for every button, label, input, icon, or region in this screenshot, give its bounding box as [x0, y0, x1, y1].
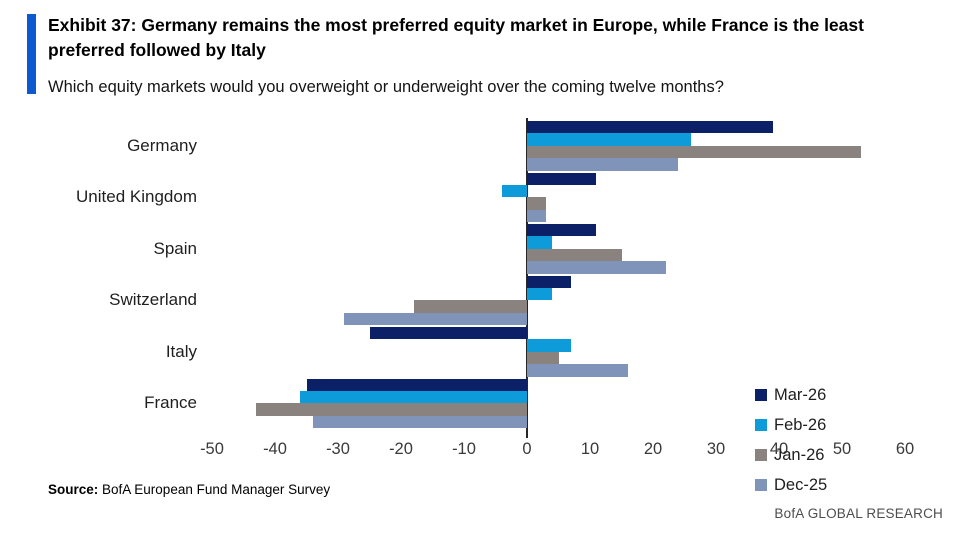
source-note: Source: BofA European Fund Manager Surve… [48, 482, 330, 497]
x-tick-label: 50 [832, 440, 852, 458]
bar-Mar-26-italy [369, 327, 527, 340]
x-tick-label: -30 [326, 440, 350, 458]
bar-Feb-26-spain [527, 236, 553, 249]
category-label: Italy [165, 341, 197, 361]
bar-Dec-25-france [312, 415, 527, 429]
x-tick-label: 60 [895, 440, 915, 458]
bar-Feb-26-germany [527, 133, 691, 146]
exhibit-subtitle: Which equity markets would you overweigh… [48, 78, 724, 96]
legend-label: Jan-26 [774, 445, 825, 464]
x-tick-label: 40 [769, 440, 789, 458]
bar-Feb-26-united-kingdom [501, 184, 527, 198]
bar-Mar-26-germany [527, 121, 773, 134]
bar-Jan-26-germany [527, 145, 861, 159]
category-label: United Kingdom [76, 187, 197, 207]
legend-swatch-icon [755, 389, 767, 401]
legend-item-dec-25: Dec-25 [755, 470, 827, 500]
legend-swatch-icon [755, 449, 767, 461]
category-label: Spain [153, 238, 197, 258]
bar-Feb-26-france [300, 390, 527, 404]
bar-Dec-25-germany [527, 158, 679, 171]
brand-signature: BofA GLOBAL RESEARCH [774, 506, 943, 521]
bar-Jan-26-spain [527, 248, 622, 262]
legend-label: Feb-26 [774, 415, 827, 434]
x-tick-label: -20 [389, 440, 413, 458]
legend-swatch-icon [755, 419, 767, 431]
category-label: Switzerland [109, 290, 197, 310]
x-tick-label: -50 [200, 440, 224, 458]
bar-Jan-26-switzerland [413, 300, 527, 313]
legend-label: Mar-26 [774, 385, 827, 404]
source-label: Source: [48, 482, 99, 497]
plot-area [212, 118, 905, 438]
bar-Mar-26-switzerland [527, 275, 572, 288]
legend-item-feb-26: Feb-26 [755, 410, 827, 440]
exhibit-title: Exhibit 37: Germany remains the most pre… [48, 15, 864, 60]
x-tick-label: 30 [706, 440, 726, 458]
legend-swatch-icon [755, 479, 767, 491]
bar-Dec-25-spain [527, 261, 666, 274]
bar-Mar-26-spain [527, 224, 597, 237]
legend-item-mar-26: Mar-26 [755, 380, 827, 410]
bar-Feb-26-italy [527, 339, 572, 352]
accent-bar [27, 14, 36, 94]
bar-Jan-26-france [256, 403, 527, 416]
source-text: BofA European Fund Manager Survey [98, 482, 331, 497]
x-tick-label: 10 [580, 440, 600, 458]
bar-Mar-26-france [306, 378, 527, 391]
category-label: France [144, 393, 197, 413]
x-tick-label: -40 [263, 440, 287, 458]
legend-item-jan-26: Jan-26 [755, 440, 827, 470]
x-tick-label: -10 [452, 440, 476, 458]
legend: Mar-26 Feb-26 Jan-26 Dec-25 [755, 380, 827, 500]
category-label: Germany [127, 135, 197, 155]
bar-Mar-26-united-kingdom [527, 172, 597, 185]
legend-label: Dec-25 [774, 475, 828, 494]
x-tick-label: 0 [522, 440, 532, 458]
bar-Dec-25-united-kingdom [527, 209, 546, 223]
bar-Jan-26-united-kingdom [527, 197, 546, 210]
x-tick-label: 20 [643, 440, 663, 458]
bar-Dec-25-italy [527, 364, 628, 377]
bar-Jan-26-italy [527, 351, 559, 365]
bar-Dec-25-switzerland [344, 312, 527, 326]
bar-chart: Germany United Kingdom Spain Switzerland Ita… [0, 108, 970, 494]
bar-Feb-26-switzerland [527, 287, 553, 301]
